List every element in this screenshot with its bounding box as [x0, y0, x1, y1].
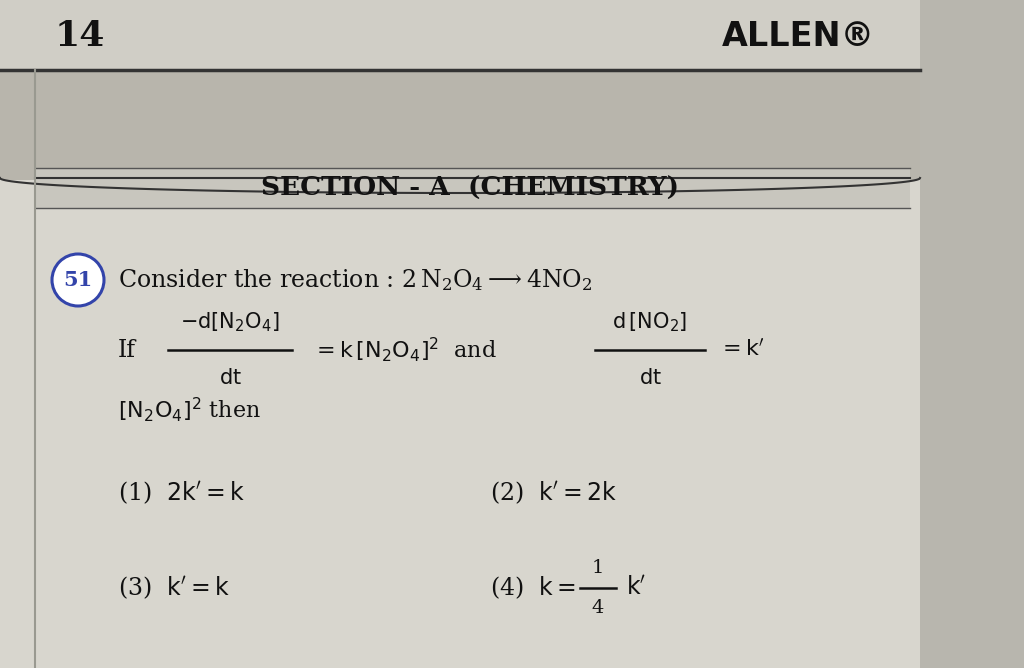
- Bar: [900, 0, 1024, 668]
- Text: SECTION - A  (CHEMISTRY): SECTION - A (CHEMISTRY): [261, 176, 679, 200]
- Text: (1)  $2\mathrm{k'} = \mathrm{k}$: (1) $2\mathrm{k'} = \mathrm{k}$: [118, 480, 246, 506]
- Text: $= \mathrm{k}\,[\mathrm{N_2O_4}]^2$  and: $= \mathrm{k}\,[\mathrm{N_2O_4}]^2$ and: [312, 335, 497, 365]
- Text: $-\mathrm{d[N_2O_4]}$: $-\mathrm{d[N_2O_4]}$: [180, 310, 280, 334]
- Text: $\mathrm{dt}$: $\mathrm{dt}$: [639, 368, 662, 388]
- Bar: [0, 70, 920, 180]
- Text: 51: 51: [63, 270, 92, 290]
- Text: (2)  $\mathrm{k'} = 2\mathrm{k}$: (2) $\mathrm{k'} = 2\mathrm{k}$: [490, 480, 617, 506]
- Bar: [35, 168, 910, 208]
- Text: 4: 4: [592, 599, 604, 617]
- Text: $\mathrm{d\,[NO_2]}$: $\mathrm{d\,[NO_2]}$: [612, 310, 688, 334]
- Text: 14: 14: [55, 19, 105, 53]
- Text: $\mathrm{k'}$: $\mathrm{k'}$: [626, 576, 646, 600]
- Text: If: If: [118, 339, 136, 361]
- Text: $= \mathrm{k'}$: $= \mathrm{k'}$: [718, 339, 765, 361]
- Text: ALLEN®: ALLEN®: [722, 19, 874, 53]
- Circle shape: [52, 254, 104, 306]
- Text: 1: 1: [592, 559, 604, 577]
- Text: $[\mathrm{N_2O_4}]^2$ then: $[\mathrm{N_2O_4}]^2$ then: [118, 395, 261, 424]
- Bar: [0, 0, 920, 668]
- Bar: [0, 0, 920, 88]
- Text: (3)  $\mathrm{k'} = \mathrm{k}$: (3) $\mathrm{k'} = \mathrm{k}$: [118, 574, 230, 602]
- Text: (4)  $\mathrm{k} = $: (4) $\mathrm{k} = $: [490, 574, 577, 601]
- Text: $\mathrm{dt}$: $\mathrm{dt}$: [218, 368, 242, 388]
- Text: Consider the reaction : $\mathregular{2\,N_2O_4 \longrightarrow 4NO_2}$: Consider the reaction : $\mathregular{2\…: [118, 267, 592, 293]
